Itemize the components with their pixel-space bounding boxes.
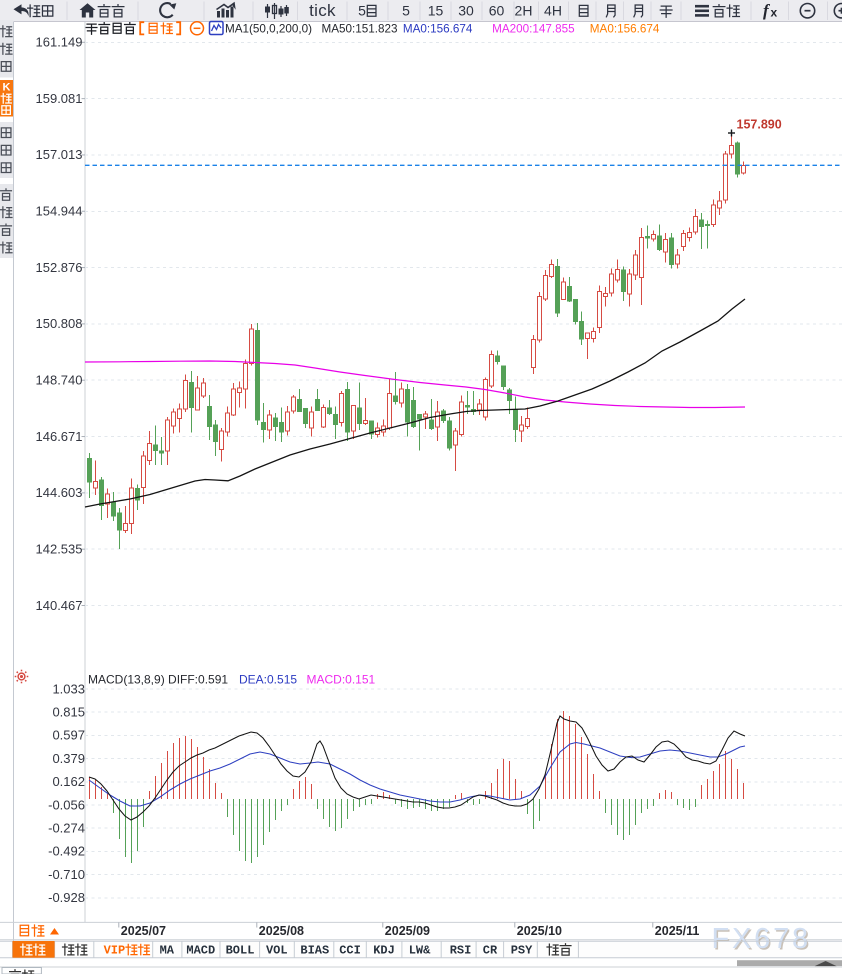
svg-text:144.603: 144.603 bbox=[36, 485, 83, 500]
svg-text:140.467: 140.467 bbox=[36, 598, 83, 613]
svg-text:DEA:0.515: DEA:0.515 bbox=[239, 673, 297, 687]
svg-text:-0.492: -0.492 bbox=[48, 844, 85, 859]
svg-text:-0.274: -0.274 bbox=[48, 821, 85, 836]
svg-text:-0.710: -0.710 bbox=[48, 867, 85, 882]
svg-text:2025/07: 2025/07 bbox=[121, 924, 166, 938]
svg-text:f: f bbox=[763, 1, 771, 20]
svg-text:MA200:147.855: MA200:147.855 bbox=[492, 23, 575, 36]
svg-text:60: 60 bbox=[489, 2, 505, 18]
svg-text:1.033: 1.033 bbox=[52, 681, 85, 696]
svg-text:150.808: 150.808 bbox=[36, 316, 83, 331]
svg-text:FX678: FX678 bbox=[712, 923, 811, 955]
svg-text:CR: CR bbox=[483, 944, 498, 958]
svg-text:K: K bbox=[3, 82, 11, 94]
svg-text:MA0:156.674: MA0:156.674 bbox=[590, 23, 660, 36]
svg-text:VOL: VOL bbox=[266, 944, 288, 958]
svg-text:MACD:0.151: MACD:0.151 bbox=[307, 673, 376, 687]
svg-text:152.876: 152.876 bbox=[36, 260, 83, 275]
svg-text:159.081: 159.081 bbox=[36, 91, 83, 106]
svg-text:VIP: VIP bbox=[104, 944, 126, 958]
svg-text:-0.056: -0.056 bbox=[48, 797, 85, 812]
svg-text:146.671: 146.671 bbox=[36, 429, 83, 444]
svg-text:142.535: 142.535 bbox=[36, 541, 83, 556]
svg-text:KDJ: KDJ bbox=[373, 944, 395, 958]
svg-text:161.149: 161.149 bbox=[36, 35, 83, 50]
svg-text:MA1(50,0,200,0): MA1(50,0,200,0) bbox=[225, 23, 312, 36]
svg-text:2025/09: 2025/09 bbox=[385, 924, 430, 938]
svg-text:157.890: 157.890 bbox=[737, 118, 782, 132]
svg-text:0.379: 0.379 bbox=[52, 751, 85, 766]
svg-text:5: 5 bbox=[402, 2, 410, 18]
svg-text:MA0:156.674: MA0:156.674 bbox=[403, 23, 473, 36]
svg-text:5: 5 bbox=[358, 3, 366, 19]
svg-text:4H: 4H bbox=[544, 2, 562, 18]
svg-text:BIAS: BIAS bbox=[300, 944, 329, 958]
svg-text:148.740: 148.740 bbox=[36, 373, 83, 388]
svg-text:2H: 2H bbox=[515, 2, 533, 18]
svg-text:0.815: 0.815 bbox=[52, 705, 85, 720]
svg-text:30: 30 bbox=[458, 2, 474, 18]
svg-text:tick: tick bbox=[309, 1, 336, 20]
svg-text:MACD(13,8,9) DIFF:0.591: MACD(13,8,9) DIFF:0.591 bbox=[88, 673, 228, 687]
svg-text:CCI: CCI bbox=[339, 944, 361, 958]
svg-text:MA: MA bbox=[160, 944, 175, 958]
svg-text:154.944: 154.944 bbox=[36, 204, 83, 219]
svg-text:2025/10: 2025/10 bbox=[517, 924, 562, 938]
svg-text:0.597: 0.597 bbox=[52, 728, 85, 743]
svg-text:MA50:151.823: MA50:151.823 bbox=[322, 23, 398, 36]
svg-text:LW&: LW& bbox=[409, 944, 431, 958]
svg-text:2025/08: 2025/08 bbox=[259, 924, 304, 938]
svg-text:RSI: RSI bbox=[450, 944, 472, 958]
svg-text:FX678: FX678 bbox=[713, 925, 812, 957]
svg-text:2025/11: 2025/11 bbox=[655, 924, 700, 938]
svg-text:x: x bbox=[771, 6, 778, 20]
svg-text:MACD: MACD bbox=[186, 944, 215, 958]
svg-text:PSY: PSY bbox=[511, 944, 533, 958]
svg-text:BOLL: BOLL bbox=[226, 944, 255, 958]
svg-text:-0.928: -0.928 bbox=[48, 890, 85, 905]
svg-text:0.162: 0.162 bbox=[52, 774, 85, 789]
svg-text:157.013: 157.013 bbox=[36, 147, 83, 162]
svg-text:15: 15 bbox=[428, 2, 444, 18]
